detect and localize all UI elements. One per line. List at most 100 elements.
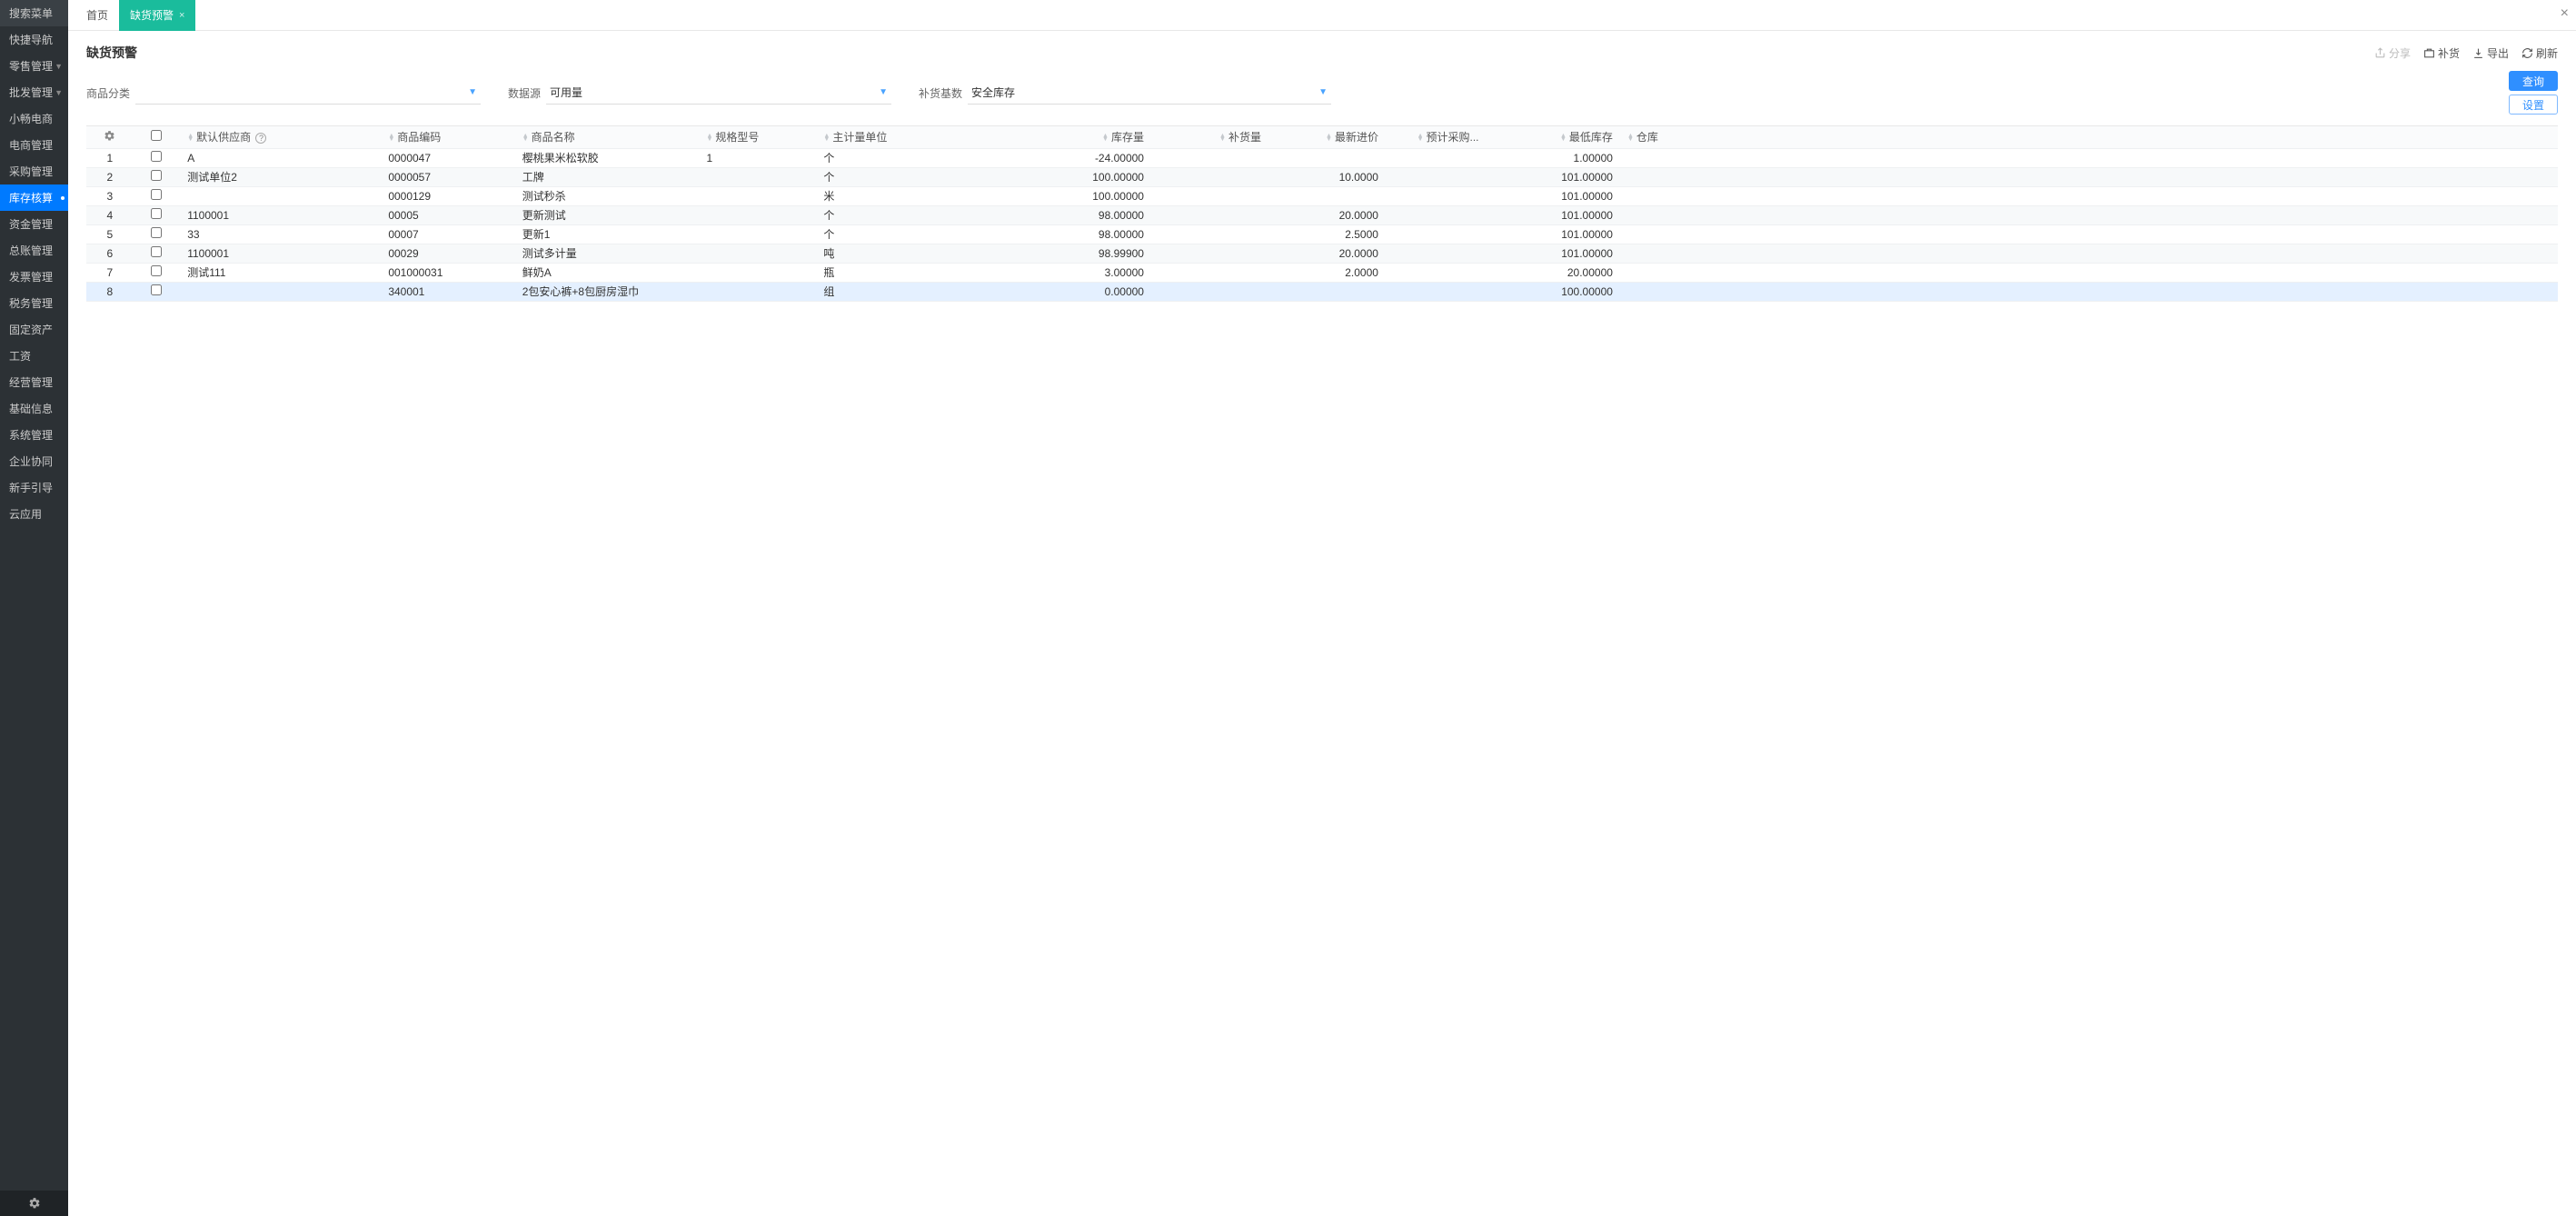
cell-name: 樱桃果米松软胶: [515, 148, 700, 167]
row-number: 7: [86, 263, 134, 282]
sidebar-item-label: 经营管理: [9, 374, 53, 390]
table-row[interactable]: 83400012包安心裤+8包厨房湿巾组0.00000100.00000: [86, 282, 2558, 301]
column-label: 默认供应商: [196, 131, 251, 144]
filter-category-select[interactable]: ▼: [135, 81, 481, 105]
row-checkbox[interactable]: [151, 208, 162, 219]
column-header[interactable]: ▲▼补货量: [1151, 126, 1268, 148]
column-header[interactable]: ▲▼最低库存: [1487, 126, 1620, 148]
data-table: ▲▼默认供应商 ?▲▼商品编码▲▼商品名称▲▼规格型号▲▼主计量单位▲▼库存量▲…: [86, 126, 2558, 302]
close-all-tabs-icon[interactable]: ×: [2561, 5, 2569, 22]
sidebar-item[interactable]: 发票管理: [0, 264, 68, 290]
refresh-action[interactable]: 刷新: [2521, 45, 2558, 61]
sidebar-item[interactable]: 小畅电商: [0, 105, 68, 132]
sidebar-item[interactable]: 企业协同: [0, 448, 68, 474]
cell-supplier: [180, 282, 381, 301]
sidebar-item[interactable]: 快捷导航: [0, 26, 68, 53]
cell-name: 更新1: [515, 224, 700, 244]
filter-base-select[interactable]: 安全库存 ▼: [968, 81, 1331, 105]
cell-stock: 98.00000: [984, 205, 1151, 224]
page-title: 缺货预警: [86, 44, 137, 62]
close-icon[interactable]: ×: [179, 10, 184, 21]
settings-button[interactable]: 设置: [2509, 95, 2558, 115]
cell-spec: [699, 282, 816, 301]
row-checkbox[interactable]: [151, 284, 162, 295]
column-header[interactable]: ▲▼默认供应商 ?: [180, 126, 381, 148]
cell-latest_price: [1268, 186, 1386, 205]
query-button[interactable]: 查询: [2509, 71, 2558, 91]
sidebar-item[interactable]: 基础信息: [0, 395, 68, 422]
column-header: [86, 126, 134, 148]
table-row[interactable]: 4110000100005更新测试个98.0000020.0000101.000…: [86, 205, 2558, 224]
row-checkbox[interactable]: [151, 170, 162, 181]
row-checkbox[interactable]: [151, 265, 162, 276]
table-wrap[interactable]: ▲▼默认供应商 ?▲▼商品编码▲▼商品名称▲▼规格型号▲▼主计量单位▲▼库存量▲…: [86, 125, 2558, 1216]
row-checkbox[interactable]: [151, 151, 162, 162]
row-checkbox[interactable]: [151, 246, 162, 257]
sidebar-settings-button[interactable]: [0, 1191, 68, 1216]
sidebar-item-label: 新手引导: [9, 480, 53, 495]
column-header[interactable]: ▲▼库存量: [984, 126, 1151, 148]
sidebar-item[interactable]: 工资: [0, 343, 68, 369]
table-row[interactable]: 30000129测试秒杀米100.00000101.00000: [86, 186, 2558, 205]
table-row[interactable]: 2测试单位20000057工牌个100.0000010.0000101.0000…: [86, 167, 2558, 186]
sidebar-item[interactable]: 云应用: [0, 501, 68, 527]
select-all-checkbox[interactable]: [151, 130, 162, 141]
export-action[interactable]: 导出: [2472, 45, 2509, 61]
column-header[interactable]: ▲▼预计采购...: [1386, 126, 1487, 148]
chevron-down-icon: ▼: [55, 88, 63, 97]
sidebar-item[interactable]: 电商管理: [0, 132, 68, 158]
tab[interactable]: 首页: [75, 0, 119, 31]
cell-stock: 98.00000: [984, 224, 1151, 244]
gear-icon[interactable]: [104, 130, 115, 142]
share-icon: [2374, 47, 2386, 59]
sidebar-item[interactable]: 库存核算: [0, 184, 68, 211]
column-label: 商品名称: [532, 131, 575, 144]
column-header[interactable]: ▲▼商品编码: [381, 126, 514, 148]
cell-min_stock: 1.00000: [1487, 148, 1620, 167]
filter-source-label: 数据源: [508, 85, 541, 101]
column-header[interactable]: ▲▼商品名称: [515, 126, 700, 148]
cell-code: 00029: [381, 244, 514, 263]
table-row[interactable]: 6110000100029测试多计量吨98.9990020.0000101.00…: [86, 244, 2558, 263]
sidebar-item[interactable]: 零售管理▼: [0, 53, 68, 79]
row-checkbox[interactable]: [151, 227, 162, 238]
filter-source-select[interactable]: 可用量 ▼: [546, 81, 891, 105]
sidebar-item[interactable]: 资金管理: [0, 211, 68, 237]
column-header[interactable]: ▲▼最新进价: [1268, 126, 1386, 148]
help-icon[interactable]: ?: [255, 133, 266, 144]
tab[interactable]: 缺货预警×: [119, 0, 195, 31]
sort-icon: ▲▼: [187, 135, 194, 142]
restock-icon: [2423, 47, 2435, 59]
cell-name: 鲜奶A: [515, 263, 700, 282]
sidebar-item[interactable]: 总账管理: [0, 237, 68, 264]
cell-unit: 个: [816, 167, 983, 186]
sort-icon: ▲▼: [1102, 135, 1109, 142]
sidebar-item[interactable]: 固定资产: [0, 316, 68, 343]
cell-code: 0000047: [381, 148, 514, 167]
sidebar-item-label: 搜索菜单: [9, 5, 53, 21]
table-row[interactable]: 53300007更新1个98.000002.5000101.00000: [86, 224, 2558, 244]
cell-unit: 吨: [816, 244, 983, 263]
sidebar-item[interactable]: 税务管理: [0, 290, 68, 316]
table-row[interactable]: 7测试111001000031鲜奶A瓶3.000002.000020.00000: [86, 263, 2558, 282]
column-label: 库存量: [1111, 131, 1144, 144]
cell-supplier: A: [180, 148, 381, 167]
sidebar-item[interactable]: 采购管理: [0, 158, 68, 184]
column-header[interactable]: ▲▼主计量单位: [816, 126, 983, 148]
column-header[interactable]: ▲▼仓库: [1620, 126, 2558, 148]
row-checkbox[interactable]: [151, 189, 162, 200]
sidebar-item[interactable]: 批发管理▼: [0, 79, 68, 105]
column-header[interactable]: ▲▼规格型号: [699, 126, 816, 148]
restock-action[interactable]: 补货: [2423, 45, 2460, 61]
sidebar-item[interactable]: 新手引导: [0, 474, 68, 501]
sidebar-item-label: 系统管理: [9, 427, 53, 443]
table-row[interactable]: 1A0000047樱桃果米松软胶1个-24.000001.00000: [86, 148, 2558, 167]
sidebar-item[interactable]: 搜索菜单: [0, 0, 68, 26]
cell-code: 340001: [381, 282, 514, 301]
sidebar-item-label: 采购管理: [9, 164, 53, 179]
cell-latest_price: 20.0000: [1268, 244, 1386, 263]
cell-restock: [1151, 263, 1268, 282]
sidebar-item[interactable]: 经营管理: [0, 369, 68, 395]
sidebar-item[interactable]: 系统管理: [0, 422, 68, 448]
sort-icon: ▲▼: [388, 135, 394, 142]
